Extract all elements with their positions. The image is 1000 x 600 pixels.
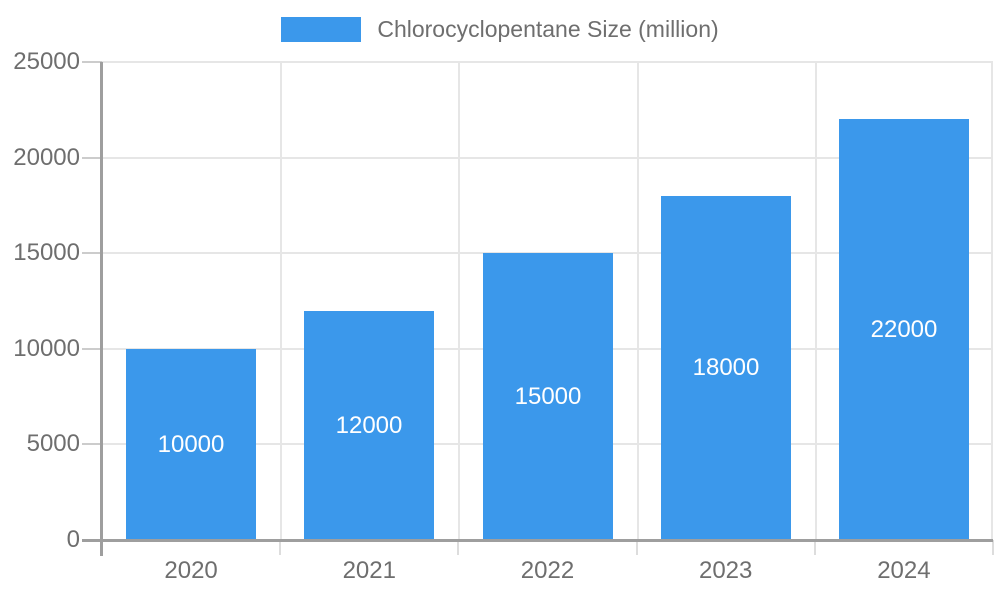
bar-2022[interactable]: 15000 <box>483 253 613 540</box>
gridline-vertical <box>814 62 817 540</box>
gridline-horizontal <box>102 156 993 159</box>
bar-value-label: 12000 <box>335 411 403 439</box>
bar-value-label: 18000 <box>692 354 760 381</box>
x-tick-label-2024: 2024 <box>877 557 931 584</box>
gridline-vertical <box>280 62 283 540</box>
legend-label: Chlorocyclopentane Size (million) <box>377 16 719 42</box>
bar-value-label: 10000 <box>157 430 225 458</box>
y-tick-label: 10000 <box>13 334 80 362</box>
y-tick-mark <box>82 252 102 255</box>
y-tick-label: 25000 <box>13 48 80 75</box>
gridline-vertical <box>636 62 639 540</box>
bar-value-label: 15000 <box>514 382 582 410</box>
x-tick-mark <box>457 540 460 555</box>
bar-value-label: 22000 <box>870 315 938 343</box>
x-tick-mark <box>635 540 638 555</box>
plot-area: 10000 12000 15000 18000 22000 <box>102 61 993 540</box>
gridline-horizontal <box>102 61 993 63</box>
x-tick-mark <box>813 540 816 555</box>
y-tick-mark <box>82 443 102 446</box>
x-tick-label-2023: 2023 <box>698 557 753 584</box>
x-tick-label-2020: 2020 <box>164 557 218 584</box>
y-tick-label: 0 <box>66 526 80 553</box>
legend[interactable]: Chlorocyclopentane Size (million) <box>0 16 1000 43</box>
x-axis-line <box>82 539 993 542</box>
gridline-vertical <box>991 62 993 540</box>
y-tick-label: 5000 <box>26 430 80 458</box>
bar-2020[interactable]: 10000 <box>126 349 256 540</box>
y-tick-mark <box>82 61 102 63</box>
bar-2024[interactable]: 22000 <box>839 119 969 540</box>
y-tick-mark <box>82 156 102 159</box>
y-tick-label: 20000 <box>13 143 80 171</box>
bars-layer: 10000 12000 15000 18000 22000 <box>102 62 993 540</box>
bar-2021[interactable]: 12000 <box>304 311 434 540</box>
x-tick-mark <box>279 540 282 555</box>
gridline-vertical <box>458 62 461 540</box>
legend-swatch-icon <box>281 17 362 42</box>
x-tick-label-2022: 2022 <box>520 557 575 584</box>
y-tick-mark <box>82 347 102 350</box>
y-axis-line <box>100 62 103 556</box>
x-tick-mark <box>992 540 994 555</box>
y-tick-label: 15000 <box>13 239 80 267</box>
x-tick-label-2021: 2021 <box>342 557 396 584</box>
bar-2023[interactable]: 18000 <box>661 196 791 540</box>
